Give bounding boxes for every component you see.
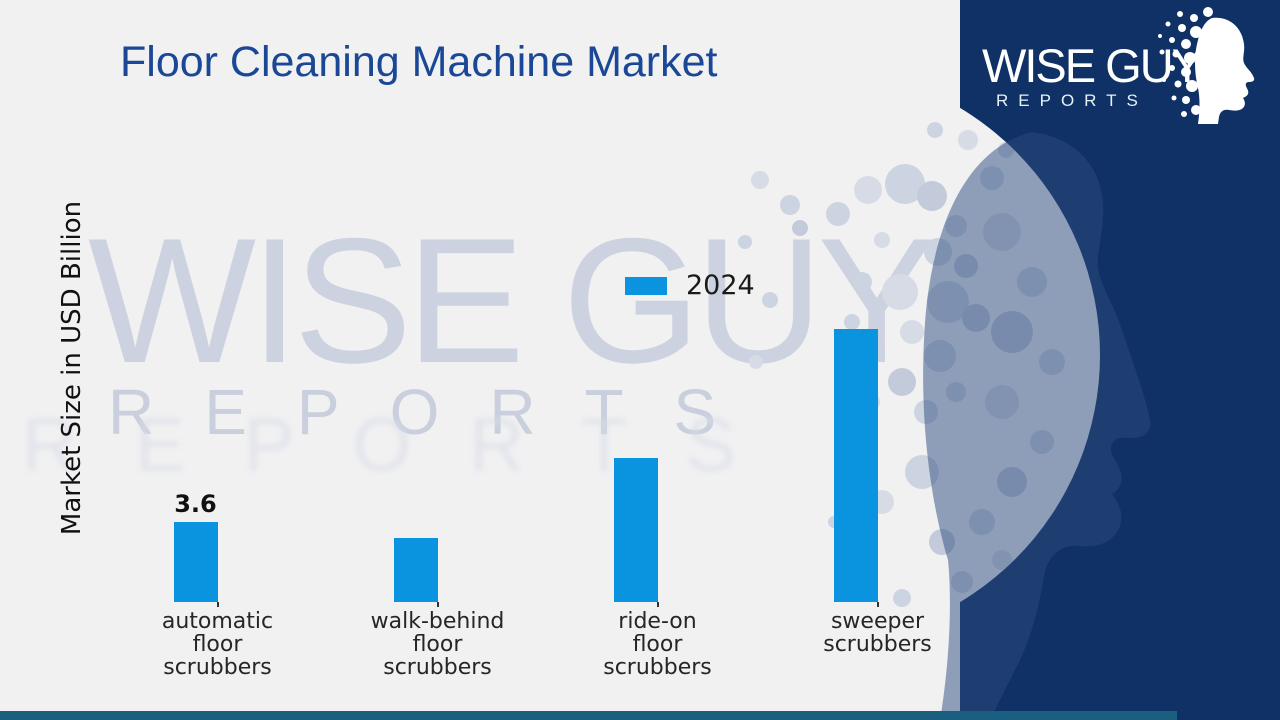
bar-4 [833,329,878,602]
category-label: automatic floor scrubbers [161,609,274,680]
category-label: walk-behind floor scrubbers [370,609,505,680]
x-axis-tick [876,602,879,607]
legend: 2024 [625,272,755,299]
bar-value-label: 3.6 [174,490,217,518]
page-title: Floor Cleaning Machine Market [120,38,718,86]
bar-3 [613,458,658,602]
x-axis-tick [216,602,219,607]
x-axis-tick [436,602,439,607]
footer-accent-bar [0,711,1177,720]
category-label: sweeper scrubbers [823,609,932,657]
watermark-wiseguy-text: WISE GUY [88,201,936,400]
bar-2 [393,538,438,602]
legend-series-label: 2024 [686,270,755,301]
x-axis-tick [656,602,659,607]
logo-face-icon [1158,7,1255,124]
logo-reports-text: REPORTS [996,91,1148,110]
face-silhouette-watermark [923,132,1151,720]
logo-wiseguy-text: WISE GUY [982,39,1203,92]
category-label: ride-on floor scrubbers [603,609,712,680]
y-axis-label: Market Size in USD Billion [57,200,87,536]
bar-1 [173,522,218,602]
watermark-reports-text: REPORTS [108,376,767,448]
legend-color-swatch [625,276,667,295]
